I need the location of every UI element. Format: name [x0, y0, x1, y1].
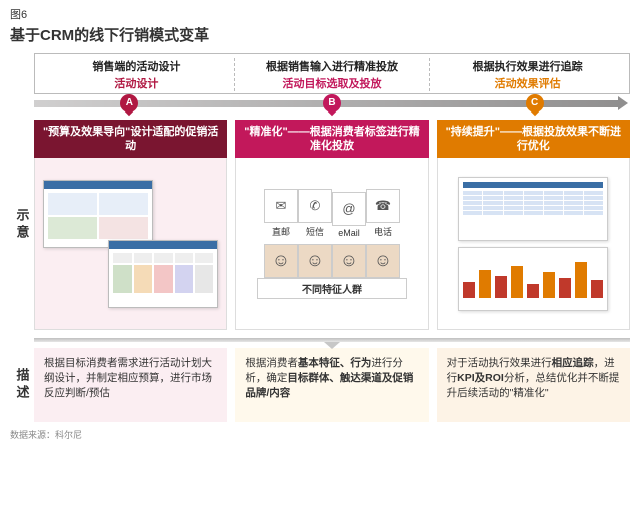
panel-c-body	[437, 158, 630, 330]
panel-c-head: "持续提升"——根据投放效果不断进行优化	[437, 120, 630, 158]
divider-arrow	[34, 338, 630, 342]
stage-2: 根据销售输入进行精准投放 活动目标选取及投放	[234, 58, 430, 91]
report-table-thumb	[458, 177, 608, 241]
row-label-example: 示意	[13, 208, 32, 242]
panel-b-body: ✉直邮 ✆短信 @eMail ☎电话 ☺ ☺ ☺ ☺ 不同	[235, 158, 428, 330]
panel-a-body	[34, 158, 227, 330]
panel-a-head: "预算及效果导向"设计适配的促销活动	[34, 120, 227, 158]
marker-a: A	[120, 94, 138, 112]
report-bar-thumb	[458, 247, 608, 311]
marker-c: C	[526, 94, 544, 112]
stage-1-line2: 活动设计	[39, 75, 234, 91]
stage-3-line1: 根据执行效果进行追踪	[430, 58, 625, 74]
panel-b: "精准化"——根据消费者标签进行精准化投放 ✉ 直邮 ✆ 短信 @ eMail ☎ 电话…	[235, 120, 428, 330]
mail-label: 直邮	[264, 225, 298, 238]
stage-bar: 销售端的活动设计 活动设计 根据销售输入进行精准投放 活动目标选取及投放 根据执…	[34, 53, 630, 94]
face-1: ☺	[264, 244, 298, 278]
stage-1: 销售端的活动设计 活动设计	[39, 58, 234, 91]
channel-icons: ✉ 直邮 ✆ 短信 @ eMail ☎ 电话	[264, 189, 400, 238]
timeline: A B C	[34, 94, 630, 116]
face-4: ☺	[366, 244, 400, 278]
desc-row: 描述 根据目标消费者需求进行活动计划大纲设计，并制定相应预算，进行市场反应判断/…	[10, 348, 630, 422]
figure-label: 图6	[10, 6, 630, 22]
face-2: ☺	[298, 244, 332, 278]
stage-1-line1: 销售端的活动设计	[39, 58, 234, 74]
dashboard-thumb-2	[108, 240, 218, 308]
timeline-arrowhead	[618, 96, 628, 110]
stage-3: 根据执行效果进行追踪 活动效果评估	[429, 58, 625, 91]
email-icon: @	[332, 192, 366, 226]
phone-label: 电话	[366, 225, 400, 238]
stage-3-line2: 活动效果评估	[430, 75, 625, 91]
dashboard-thumb-1	[43, 180, 153, 248]
sms-label: 短信	[298, 225, 332, 238]
example-row: 示意 "预算及效果导向"设计适配的促销活动	[10, 120, 630, 330]
mail-icon: ✉	[264, 189, 298, 223]
source-line: 数据来源：科尔尼	[10, 428, 630, 441]
stage-2-line1: 根据销售输入进行精准投放	[235, 58, 430, 74]
email-label: eMail	[332, 228, 366, 238]
marker-b: B	[323, 94, 341, 112]
row-label-desc: 描述	[13, 368, 32, 402]
face-3: ☺	[332, 244, 366, 278]
faces-caption: 不同特征人群	[257, 278, 407, 299]
phone-icon: ☎	[366, 189, 400, 223]
panel-c: "持续提升"——根据投放效果不断进行优化	[437, 120, 630, 330]
panel-b-head: "精准化"——根据消费者标签进行精准化投放	[235, 120, 428, 158]
desc-b: 根据消费者基本特征、行为进行分析，确定目标群体、触达渠道及促销品牌/内容	[235, 348, 428, 422]
main-title: 基于CRM的线下行销模式变革	[10, 24, 630, 45]
persona-faces: ☺ ☺ ☺ ☺ 不同特征人群	[257, 244, 407, 299]
sms-icon: ✆	[298, 189, 332, 223]
panel-a: "预算及效果导向"设计适配的促销活动	[34, 120, 227, 330]
desc-c: 对于活动执行效果进行相应追踪，进行KPI及ROI分析，总结优化并不断提升后续活动…	[437, 348, 630, 422]
desc-a: 根据目标消费者需求进行活动计划大纲设计，并制定相应预算，进行市场反应判断/预估	[34, 348, 227, 422]
stage-2-line2: 活动目标选取及投放	[235, 75, 430, 91]
